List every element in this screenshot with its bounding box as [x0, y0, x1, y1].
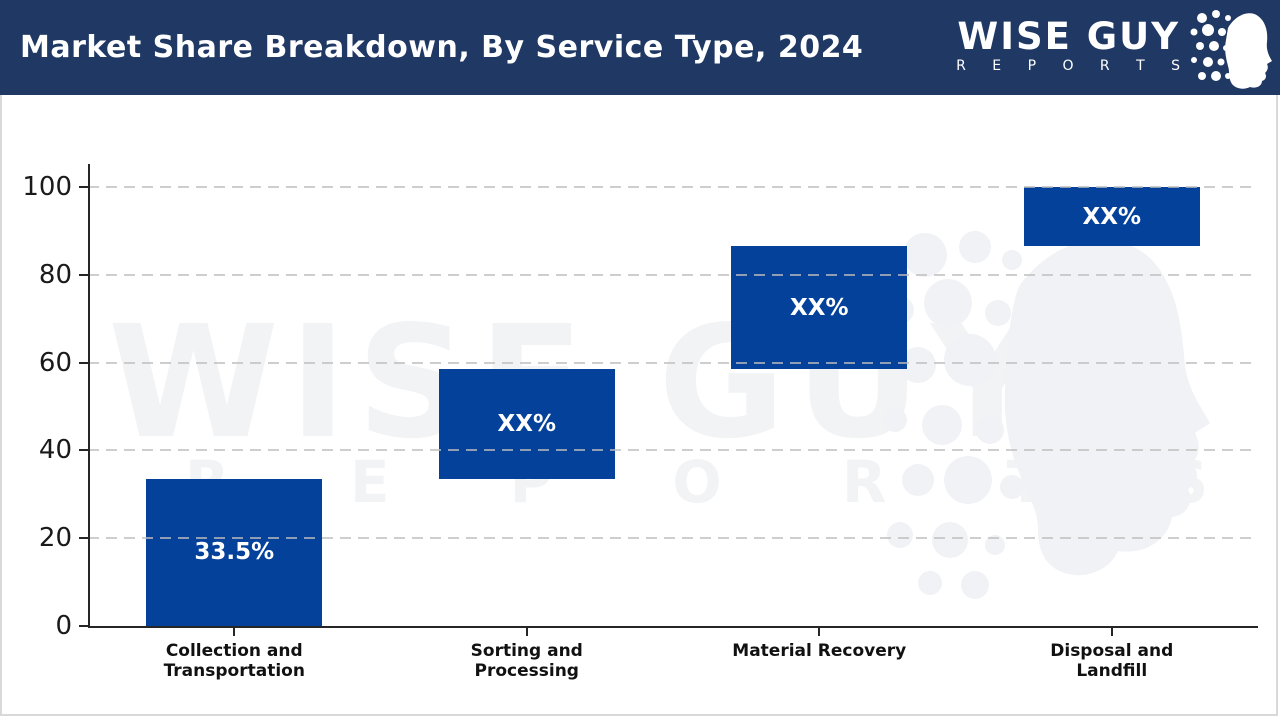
x-axis-line [88, 626, 1258, 628]
y-axis-tick [79, 449, 88, 452]
header-bar: Market Share Breakdown, By Service Type,… [0, 0, 1280, 95]
x-axis-tick [525, 627, 528, 636]
y-axis-tick [79, 273, 88, 276]
gridline [88, 537, 1258, 540]
y-axis-tick-label: 20 [38, 523, 72, 554]
brand-logo-name: WISE GUY [957, 15, 1180, 58]
bar-value-label: XX% [789, 294, 849, 321]
bar-segment: XX% [731, 246, 908, 370]
y-axis-tick [79, 537, 88, 540]
x-category-label: Sorting and Processing [397, 641, 657, 681]
y-axis-tick-label: 100 [22, 172, 72, 202]
x-category-label-line: Processing [474, 661, 579, 681]
x-category-label-line: Sorting and [470, 641, 583, 661]
bar-value-label: XX% [497, 411, 556, 438]
gridline [88, 449, 1258, 452]
bar-segment: XX% [1023, 187, 1200, 247]
x-category-label: Collection and Transportation [104, 641, 364, 681]
bar-segment: XX% [438, 369, 615, 479]
x-axis-tick [818, 627, 821, 636]
bar-segment: 33.5% [146, 478, 323, 626]
x-category-label-line: Landfill [1076, 661, 1148, 681]
x-category-label: Disposal and Landfill [982, 641, 1242, 681]
watermark-head-icon [883, 231, 1210, 599]
y-axis-tick-label: 0 [55, 611, 72, 641]
page-title: Market Share Breakdown, By Service Type,… [20, 30, 864, 65]
x-category-label-line: Transportation [163, 661, 305, 681]
y-axis-tick-label: 80 [38, 259, 72, 290]
x-category-label-line: Disposal and [1050, 641, 1174, 661]
y-axis-line [88, 164, 90, 628]
bar-value-label: XX% [1082, 203, 1141, 230]
bar-value-label: 33.5% [194, 539, 275, 566]
x-axis-tick [233, 627, 236, 636]
x-category-label-line: Collection and [165, 641, 303, 661]
brand-logo-subname: R E P O R T S [956, 58, 1191, 74]
gridline [88, 186, 1258, 188]
y-axis-tick [79, 186, 88, 188]
brand-head-icon [1190, 10, 1272, 89]
y-axis-tick-label: 60 [38, 347, 72, 378]
y-axis-tick [79, 625, 88, 627]
y-axis-tick [79, 361, 88, 364]
x-category-label: Material Recovery [689, 641, 949, 661]
y-axis-tick-label: 40 [38, 435, 72, 466]
gridline [88, 273, 1258, 276]
x-category-label-line: Material Recovery [732, 641, 907, 661]
x-axis-tick [1110, 627, 1113, 636]
brand-logo: WISE GUY R E P O R T S [956, 18, 1180, 76]
gridline [88, 361, 1258, 364]
